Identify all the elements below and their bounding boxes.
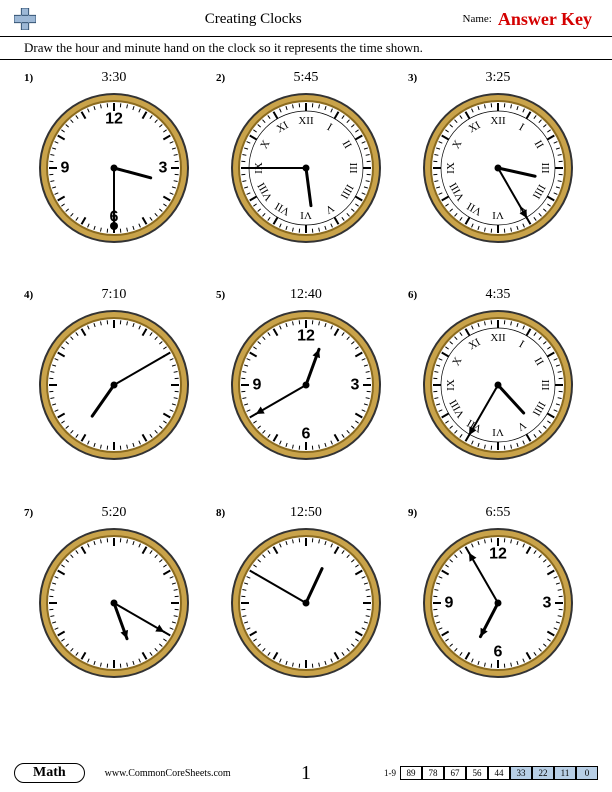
clock-face (34, 523, 194, 683)
clock-cell: 7) 5:20 (18, 503, 210, 720)
problem-number: 6) (408, 289, 417, 301)
time-label: 5:45 (294, 70, 319, 86)
svg-text:VI: VI (492, 209, 504, 221)
score-box: 67 (444, 766, 466, 780)
page-number: 1 (301, 762, 311, 785)
answer-key-label: Answer Key (498, 9, 592, 30)
worksheet-page: Creating Clocks Name: Answer Key Draw th… (0, 0, 612, 792)
problem-number: 3) (408, 72, 417, 84)
svg-text:12: 12 (297, 328, 315, 345)
time-label: 3:25 (486, 70, 511, 86)
clock-cell: 5) 12:40 12 3 6 9 (210, 285, 402, 502)
svg-text:VI: VI (300, 209, 312, 221)
svg-text:IX: IX (445, 162, 457, 174)
instructions-text: Draw the hour and minute hand on the clo… (0, 37, 612, 60)
clock-face: 12 3 6 9 (226, 305, 386, 465)
problem-number: 4) (24, 289, 33, 301)
svg-text:XII: XII (298, 115, 314, 127)
problem-number: 7) (24, 507, 33, 519)
subject-badge: Math (14, 763, 85, 783)
clock-cell: 6) 4:35 XIIIIIIIIIIIIVVIVIIVIIIIXXXI (402, 285, 594, 502)
problem-number: 8) (216, 507, 225, 519)
footer: Math www.CommonCoreSheets.com 1 1-989786… (0, 760, 612, 786)
svg-text:VI: VI (492, 426, 504, 438)
score-box: 0 (576, 766, 598, 780)
time-label: 3:30 (102, 70, 127, 86)
svg-text:IX: IX (445, 379, 457, 391)
time-label: 7:10 (102, 287, 127, 303)
score-box: 22 (532, 766, 554, 780)
clock-cell: 3) 3:25 XIIIIIIIIIIIIVVIVIIVIIIIXXXI (402, 68, 594, 285)
score-box: 78 (422, 766, 444, 780)
svg-text:3: 3 (159, 160, 168, 177)
score-box: 11 (554, 766, 576, 780)
problem-number: 9) (408, 507, 417, 519)
name-label: Name: (463, 13, 492, 25)
clock-face (34, 305, 194, 465)
clock-face (226, 523, 386, 683)
clock-cell: 4) 7:10 (18, 285, 210, 502)
svg-text:6: 6 (302, 426, 311, 443)
problem-number: 2) (216, 72, 225, 84)
clock-face: 12 3 6 9 (418, 523, 578, 683)
svg-text:III: III (347, 163, 359, 174)
clock-cell: 1) 3:30 12369 (18, 68, 210, 285)
time-label: 12:50 (290, 505, 322, 521)
clock-face: XIIIIIIIIIIIIVVIVIIVIIIIXXXI (226, 88, 386, 248)
svg-text:III: III (539, 163, 551, 174)
score-box: 33 (510, 766, 532, 780)
svg-text:III: III (539, 380, 551, 391)
clock-face: XIIIIIIIIIIIIVVIVIIVIIIIXXXI (418, 88, 578, 248)
time-label: 5:20 (102, 505, 127, 521)
worksheet-title: Creating Clocks (44, 11, 463, 28)
problem-number: 1) (24, 72, 33, 84)
clock-cell: 8) 12:50 (210, 503, 402, 720)
score-boxes: 1-989786756443322110 (380, 766, 598, 780)
svg-text:12: 12 (105, 111, 123, 128)
svg-text:XII: XII (490, 332, 506, 344)
time-label: 6:55 (486, 505, 511, 521)
svg-text:XII: XII (490, 115, 506, 127)
clock-face: 12369 (34, 88, 194, 248)
footer-url: www.CommonCoreSheets.com (105, 768, 231, 779)
header: Creating Clocks Name: Answer Key (0, 0, 612, 37)
svg-text:9: 9 (253, 377, 262, 394)
score-range-label: 1-9 (380, 766, 400, 780)
svg-text:6: 6 (494, 643, 503, 660)
clock-cell: 2) 5:45 XIIIIIIIIIIIIVVIVIIVIIIIXXXI (210, 68, 402, 285)
svg-text:9: 9 (445, 594, 454, 611)
svg-text:12: 12 (489, 545, 507, 562)
svg-text:9: 9 (61, 160, 70, 177)
score-box: 89 (400, 766, 422, 780)
clock-cell: 9) 6:55 12 3 6 9 (402, 503, 594, 720)
time-label: 4:35 (486, 287, 511, 303)
plus-logo-icon (14, 8, 36, 30)
time-label: 12:40 (290, 287, 322, 303)
svg-text:3: 3 (351, 377, 360, 394)
svg-text:3: 3 (543, 594, 552, 611)
score-box: 44 (488, 766, 510, 780)
clock-face: XIIIIIIIIIIIIVVIVIIVIIIIXXXI (418, 305, 578, 465)
clock-grid: 1) 3:30 12369 2) 5:45 XIIIIIIIIIIIIVVIVI… (0, 60, 612, 730)
problem-number: 5) (216, 289, 225, 301)
score-box: 56 (466, 766, 488, 780)
